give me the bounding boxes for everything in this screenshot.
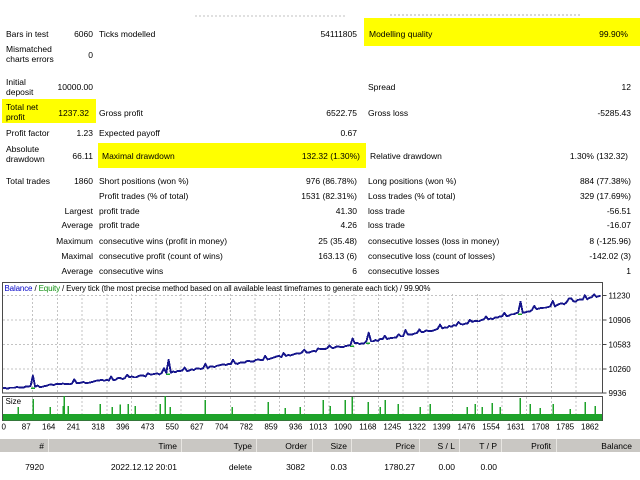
svg-text:0: 0: [2, 423, 7, 432]
svg-text:1785: 1785: [556, 423, 574, 432]
svg-text:1476: 1476: [458, 423, 476, 432]
svg-text:1862: 1862: [581, 423, 599, 432]
svg-text:241: 241: [67, 423, 81, 432]
svg-text:859: 859: [264, 423, 278, 432]
svg-text:936: 936: [289, 423, 303, 432]
svg-text:1322: 1322: [408, 423, 426, 432]
svg-text:1554: 1554: [482, 423, 500, 432]
svg-text:318: 318: [91, 423, 105, 432]
svg-text:1090: 1090: [334, 423, 352, 432]
svg-text:9936: 9936: [609, 389, 627, 398]
svg-text:87: 87: [22, 423, 31, 432]
svg-text:10583: 10583: [609, 341, 632, 350]
svg-text:Size: Size: [6, 397, 22, 406]
svg-text:10260: 10260: [609, 365, 632, 374]
svg-text:1245: 1245: [383, 423, 401, 432]
svg-text:1708: 1708: [532, 423, 550, 432]
svg-text:782: 782: [240, 423, 254, 432]
svg-text:1168: 1168: [359, 423, 377, 432]
svg-text:704: 704: [215, 423, 229, 432]
svg-text:550: 550: [166, 423, 180, 432]
svg-text:1631: 1631: [507, 423, 525, 432]
svg-text:1013: 1013: [309, 423, 327, 432]
svg-text:1399: 1399: [433, 423, 451, 432]
svg-text:627: 627: [190, 423, 204, 432]
svg-text:11230: 11230: [609, 292, 631, 301]
svg-text:396: 396: [116, 423, 130, 432]
svg-text:473: 473: [141, 423, 155, 432]
svg-text:10906: 10906: [609, 316, 632, 325]
svg-text:164: 164: [42, 423, 56, 432]
